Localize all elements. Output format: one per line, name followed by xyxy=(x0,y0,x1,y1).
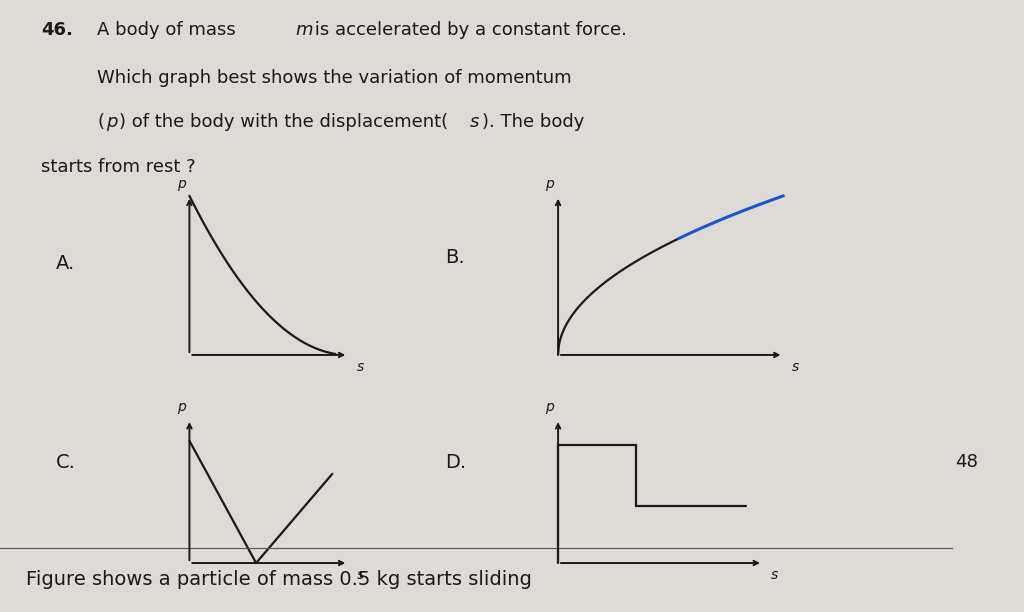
Text: s: s xyxy=(356,360,364,374)
Text: B.: B. xyxy=(445,247,465,267)
Text: s: s xyxy=(356,568,364,582)
Text: p: p xyxy=(546,400,554,414)
Text: starts from rest ?: starts from rest ? xyxy=(41,158,196,176)
Text: A body of mass: A body of mass xyxy=(97,21,242,39)
Text: ) of the body with the displacement(: ) of the body with the displacement( xyxy=(119,113,447,131)
Text: 46.: 46. xyxy=(41,21,73,39)
Text: s: s xyxy=(470,113,479,131)
Text: (: ( xyxy=(97,113,104,131)
Text: p: p xyxy=(546,177,554,191)
Text: Figure shows a particle of mass 0.5 kg starts sliding: Figure shows a particle of mass 0.5 kg s… xyxy=(26,570,531,589)
Text: p: p xyxy=(177,400,185,414)
Text: A.: A. xyxy=(56,253,76,273)
Text: 48: 48 xyxy=(955,453,978,471)
Text: is accelerated by a constant force.: is accelerated by a constant force. xyxy=(309,21,627,39)
Text: m: m xyxy=(295,21,312,39)
Text: ). The body: ). The body xyxy=(482,113,585,131)
Text: s: s xyxy=(792,360,799,374)
Text: C.: C. xyxy=(56,452,76,472)
Text: Which graph best shows the variation of momentum: Which graph best shows the variation of … xyxy=(97,69,572,86)
Text: p: p xyxy=(106,113,118,131)
Text: D.: D. xyxy=(445,452,467,472)
Text: s: s xyxy=(771,568,778,582)
Text: p: p xyxy=(177,177,185,191)
